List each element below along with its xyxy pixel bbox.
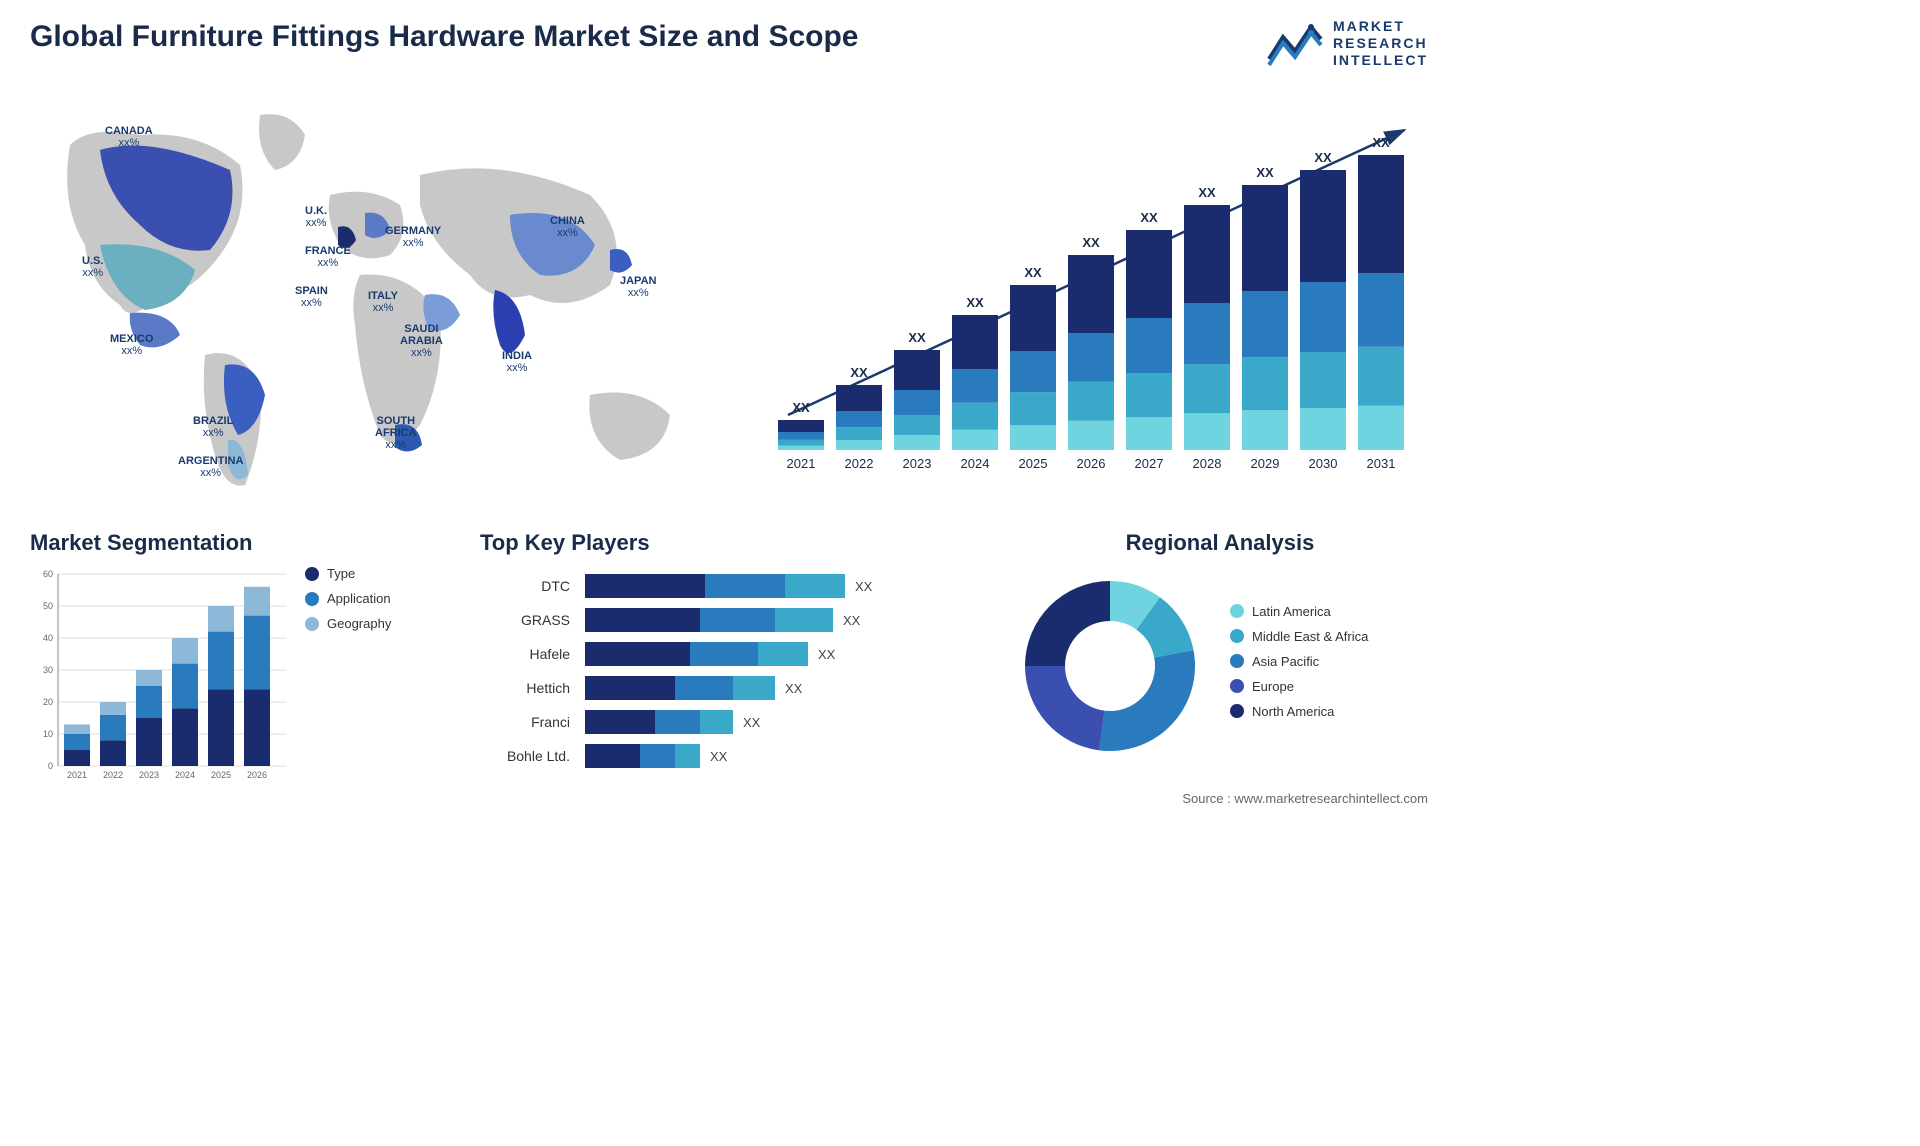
svg-text:XX: XX [1256, 165, 1274, 180]
map-label-italy: ITALYxx% [368, 290, 398, 314]
svg-text:2022: 2022 [845, 456, 874, 471]
players-section: Top Key Players DTC GRASS Hafele Hettich Fra… [480, 530, 990, 775]
map-label-france: FRANCExx% [305, 245, 351, 269]
svg-text:2022: 2022 [103, 770, 123, 780]
map-label-argentina: ARGENTINAxx% [178, 455, 243, 479]
map-label-germany: GERMANYxx% [385, 225, 441, 249]
player-label: Bohle Ltd. [480, 741, 570, 771]
svg-text:40: 40 [43, 633, 53, 643]
players-title: Top Key Players [480, 530, 990, 556]
player-row: XX [585, 639, 990, 669]
player-label: Hafele [480, 639, 570, 669]
svg-text:2028: 2028 [1193, 456, 1222, 471]
map-label-india: INDIAxx% [502, 350, 532, 374]
player-label: GRASS [480, 605, 570, 635]
seg-legend-application: Application [305, 591, 391, 606]
svg-text:2025: 2025 [211, 770, 231, 780]
svg-text:2026: 2026 [1077, 456, 1106, 471]
svg-text:2024: 2024 [175, 770, 195, 780]
svg-text:XX: XX [1372, 135, 1390, 150]
svg-text:XX: XX [1140, 210, 1158, 225]
logo: MARKET RESEARCH INTELLECT [1267, 18, 1428, 68]
player-label: Hettich [480, 673, 570, 703]
logo-line2: RESEARCH [1333, 35, 1428, 52]
player-row: XX [585, 741, 990, 771]
map-label-japan: JAPANxx% [620, 275, 656, 299]
svg-text:2031: 2031 [1367, 456, 1396, 471]
svg-text:20: 20 [43, 697, 53, 707]
svg-text:XX: XX [1314, 150, 1332, 165]
map-label-china: CHINAxx% [550, 215, 585, 239]
regional-legend-item: Latin America [1230, 604, 1368, 619]
svg-text:XX: XX [1198, 185, 1216, 200]
map-japan [610, 249, 632, 273]
svg-text:2023: 2023 [903, 456, 932, 471]
map-label-spain: SPAINxx% [295, 285, 328, 309]
svg-text:10: 10 [43, 729, 53, 739]
svg-text:2021: 2021 [67, 770, 87, 780]
map-label-canada: CANADAxx% [105, 125, 153, 149]
source-text: Source : www.marketresearchintellect.com [1182, 791, 1428, 806]
segmentation-legend: Type Application Geography [305, 566, 391, 786]
svg-text:2027: 2027 [1135, 456, 1164, 471]
map-label-mexico: MEXICOxx% [110, 333, 153, 357]
players-labels: DTC GRASS Hafele Hettich Franci Bohle Ltd. [480, 571, 570, 775]
regional-donut [1010, 566, 1210, 766]
svg-text:2023: 2023 [139, 770, 159, 780]
svg-text:30: 30 [43, 665, 53, 675]
map-label-us: U.S.xx% [82, 255, 103, 279]
svg-text:2030: 2030 [1309, 456, 1338, 471]
world-map: CANADAxx% U.S.xx% MEXICOxx% BRAZILxx% ARGENT… [30, 95, 710, 495]
regional-legend: Latin America Middle East & Africa Asia Pa… [1230, 604, 1368, 729]
player-label: Franci [480, 707, 570, 737]
segmentation-section: Market Segmentation 0 10 20 30 40 50 60 2021 202… [30, 530, 450, 786]
regional-legend-item: Asia Pacific [1230, 654, 1368, 669]
regional-legend-item: Europe [1230, 679, 1368, 694]
svg-text:2026: 2026 [247, 770, 267, 780]
regional-section: Regional Analysis Latin America Middle Ea… [1010, 530, 1430, 766]
regional-legend-item: North America [1230, 704, 1368, 719]
logo-icon [1267, 19, 1323, 67]
player-row: XX [585, 571, 990, 601]
map-label-southafrica: SOUTHAFRICAxx% [375, 415, 417, 451]
logo-line3: INTELLECT [1333, 52, 1428, 69]
svg-text:XX: XX [850, 365, 868, 380]
segmentation-title: Market Segmentation [30, 530, 450, 556]
players-bars: XX XX XX XX XX XX [585, 571, 990, 775]
svg-text:2024: 2024 [961, 456, 990, 471]
svg-text:XX: XX [908, 330, 926, 345]
player-label: DTC [480, 571, 570, 601]
seg-legend-geography: Geography [305, 616, 391, 631]
map-india [493, 290, 525, 353]
svg-text:XX: XX [1082, 235, 1100, 250]
segmentation-chart: 0 10 20 30 40 50 60 2021 2022 2023 2024 2025 2026 [30, 566, 290, 786]
page-title: Global Furniture Fittings Hardware Marke… [30, 20, 859, 54]
svg-text:2021: 2021 [787, 456, 816, 471]
map-label-brazil: BRAZILxx% [193, 415, 233, 439]
svg-text:2029: 2029 [1251, 456, 1280, 471]
regional-legend-item: Middle East & Africa [1230, 629, 1368, 644]
svg-text:60: 60 [43, 569, 53, 579]
player-row: XX [585, 605, 990, 635]
svg-text:XX: XX [1024, 265, 1042, 280]
regional-title: Regional Analysis [1010, 530, 1430, 556]
svg-text:0: 0 [48, 761, 53, 771]
map-label-uk: U.K.xx% [305, 205, 327, 229]
player-row: XX [585, 673, 990, 703]
seg-legend-type: Type [305, 566, 391, 581]
svg-text:XX: XX [966, 295, 984, 310]
map-label-saudiarabia: SAUDIARABIAxx% [400, 323, 443, 359]
svg-text:XX: XX [792, 400, 810, 415]
player-row: XX [585, 707, 990, 737]
svg-text:50: 50 [43, 601, 53, 611]
logo-line1: MARKET [1333, 18, 1428, 35]
forecast-chart: XX 2021 XX 2022 XX 2023 XX 2024 XX 2025 XX 2026 XX 20… [758, 110, 1428, 480]
svg-text:2025: 2025 [1019, 456, 1048, 471]
